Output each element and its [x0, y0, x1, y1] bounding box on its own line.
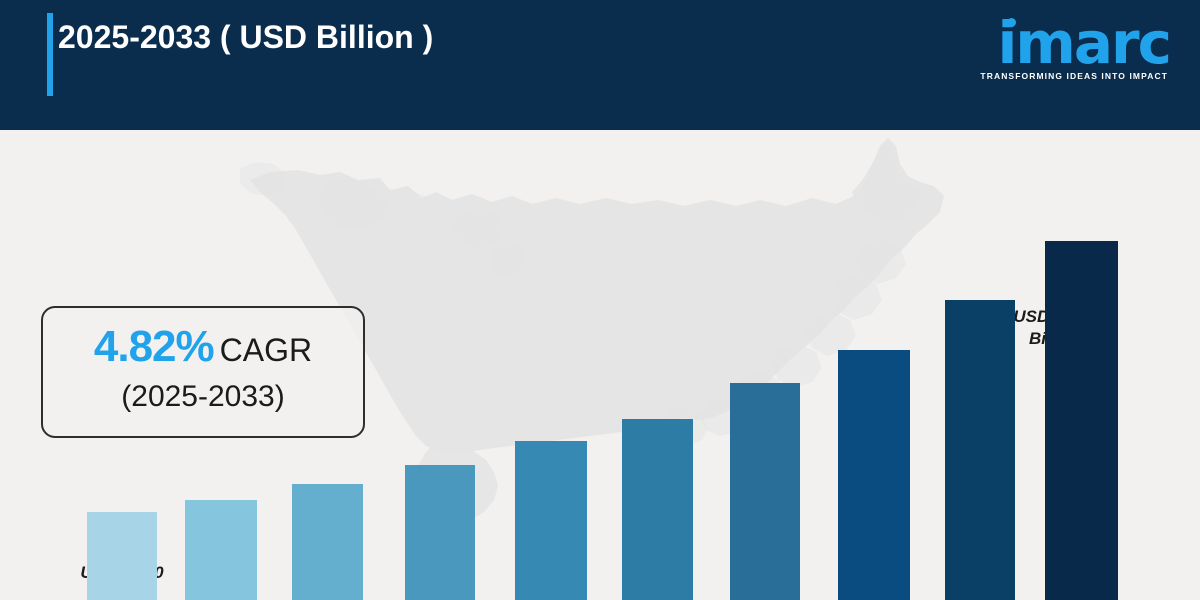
- bar-3: [292, 484, 363, 600]
- bar-9: [945, 300, 1015, 600]
- page-title: 2025-2033 ( USD Billion ): [58, 19, 434, 55]
- cagr-period: (2025-2033): [121, 380, 285, 413]
- cagr-value: 4.82%: [93, 322, 215, 371]
- usa-map-background: [240, 130, 960, 580]
- bar-4: [405, 465, 475, 600]
- logo-wordmark: imarc: [997, 9, 1172, 77]
- header-accent-bar: [47, 13, 53, 96]
- cagr-box: 4.82% CAGR (2025-2033): [41, 306, 365, 438]
- logo-tagline: TRANSFORMING IDEAS INTO IMPACT: [980, 71, 1168, 81]
- imarc-logo: imarc TRANSFORMING IDEAS INTO IMPACT: [980, 9, 1172, 90]
- cagr-headline: 4.82% CAGR: [43, 322, 363, 372]
- bar-6: [622, 419, 693, 600]
- bar-7: [730, 383, 800, 600]
- bar-5: [515, 441, 587, 600]
- bar-1: [87, 512, 157, 600]
- bar-10: [1045, 241, 1118, 600]
- bar-8: [838, 350, 910, 600]
- header-bar: 2025-2033 ( USD Billion ) imarc TRANSFOR…: [0, 0, 1200, 130]
- bar-2: [185, 500, 257, 600]
- cagr-label: CAGR: [219, 332, 313, 368]
- logo-dot-icon: [1007, 18, 1016, 27]
